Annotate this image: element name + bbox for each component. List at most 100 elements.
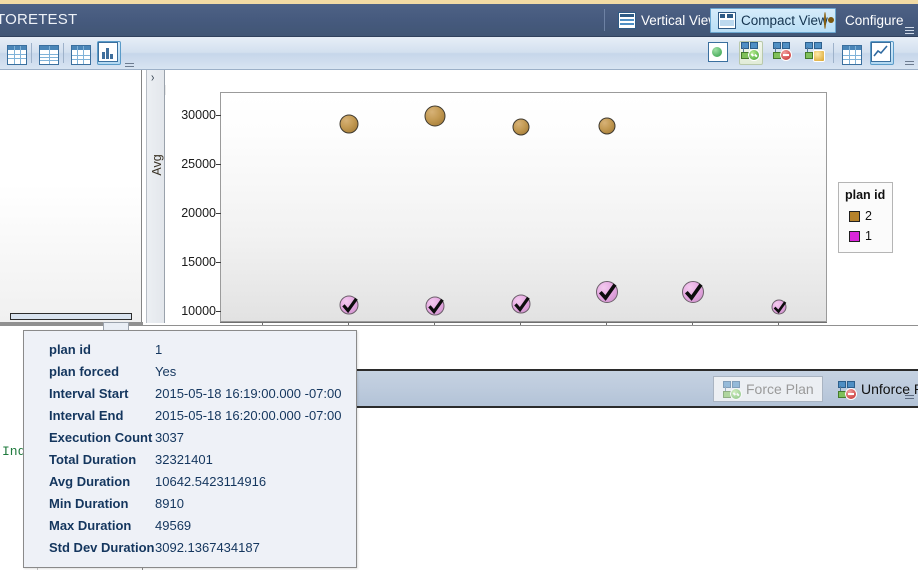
data-point-plan2[interactable] — [512, 118, 530, 136]
action-bar-top-divider — [143, 369, 918, 371]
data-point-plan1[interactable] — [682, 281, 704, 303]
compact-view-label: Compact View — [741, 13, 828, 28]
tooltip-value: 32321401 — [155, 452, 213, 467]
plan-toolbar: Plan Summary For Query 1 — [0, 37, 918, 98]
toolbar-separator-2 — [63, 43, 64, 63]
export-plan-button[interactable] — [707, 41, 731, 65]
titlebar-overflow-button[interactable] — [903, 12, 916, 34]
tooltip-key: plan forced — [49, 364, 120, 379]
data-point-plan2[interactable] — [424, 105, 446, 127]
chart-toggle-icon — [871, 42, 891, 62]
y-axis-title: Avg — [150, 154, 164, 176]
tooltip-key: Min Duration — [49, 496, 129, 511]
y-tick-label-10000: 10000 — [181, 304, 216, 318]
chart-axis-strip: › Avg — [146, 70, 165, 323]
left-panel-bottom-border — [0, 322, 143, 325]
legend-label-plan-2: 2 — [865, 209, 872, 223]
window-title-bar: TORETEST Vertical View Compact View Conf… — [0, 4, 918, 37]
tooltip-key: Interval End — [49, 408, 124, 423]
grid-view-button[interactable] — [35, 41, 59, 65]
legend-swatch-plan-2 — [849, 210, 860, 222]
data-point-plan1[interactable] — [511, 294, 531, 314]
tooltip-row: Std Dev Duration 3092.1367434187 — [24, 540, 358, 562]
tooltip-row: plan forced Yes — [24, 364, 358, 386]
tooltip-row: Interval Start 2015-05-18 16:19:00.000 -… — [24, 386, 358, 408]
data-point-plan1[interactable] — [425, 296, 445, 316]
grid-toggle-button[interactable] — [838, 41, 862, 65]
gear-icon — [824, 12, 840, 29]
export-plan-icon — [708, 42, 728, 62]
chart-view-icon — [98, 42, 118, 62]
query-list-panel — [0, 70, 142, 323]
tooltip-key: Interval Start — [49, 386, 129, 401]
tooltip-anchor-nub — [103, 322, 129, 332]
titlebar-separator — [604, 9, 605, 31]
unforce-plan-toolbar-button[interactable] — [771, 41, 795, 65]
table-view-button[interactable] — [67, 41, 91, 65]
data-point-plan2[interactable] — [598, 117, 616, 135]
toolbar-separator-1 — [31, 43, 32, 63]
expand-panel-chevron-icon[interactable]: › — [151, 71, 155, 86]
tooltip-value: 8910 — [155, 496, 184, 511]
force-plan-icon — [740, 42, 760, 61]
vertical-view-label: Vertical View — [641, 13, 719, 28]
toolbar-separator-3 — [833, 43, 834, 63]
legend-label-plan-1: 1 — [865, 229, 872, 243]
action-bar-overflow[interactable] — [903, 383, 915, 399]
force-plan-toolbar-button[interactable] — [739, 41, 763, 65]
force-plan-button[interactable]: Force Plan — [713, 376, 823, 402]
tooltip-key: Std Dev Duration — [49, 540, 155, 555]
tooltip-value: 3037 — [155, 430, 184, 445]
toolbar-overflow-left[interactable] — [123, 51, 135, 67]
panel-horizontal-scrollbar[interactable] — [10, 313, 132, 320]
toolbar-overflow-right[interactable] — [903, 49, 915, 65]
compact-view-button[interactable]: Compact View — [710, 8, 836, 33]
data-point-plan1[interactable] — [596, 281, 618, 303]
vertical-view-button[interactable]: Vertical View — [610, 8, 726, 33]
unforce-plan-label: Unforce Plan — [861, 381, 918, 397]
compare-plan-icon — [804, 42, 825, 62]
plan-details-tooltip: plan id 1 plan forced Yes Interval Start… — [23, 330, 357, 568]
tooltip-key: plan id — [49, 342, 91, 357]
y-tick-label-20000: 20000 — [181, 206, 216, 220]
legend-item-plan-2[interactable]: 2 — [849, 209, 872, 223]
chart-view-button[interactable] — [97, 41, 121, 65]
unforce-plan-icon — [772, 42, 792, 61]
unforce-plan-icon — [837, 380, 857, 400]
configure-button[interactable]: Configure — [816, 8, 912, 33]
chart-legend: plan id 2 1 — [838, 182, 893, 253]
tooltip-value: 1 — [155, 342, 163, 357]
tooltip-row: Avg Duration 10642.5423114916 — [24, 474, 358, 496]
tooltip-row: Min Duration 8910 — [24, 496, 358, 518]
legend-title: plan id — [845, 188, 886, 202]
tooltip-value: 2015-05-18 16:19:00.000 -07:00 — [155, 386, 342, 401]
unforce-plan-button[interactable]: Unforce Plan — [828, 376, 918, 402]
chart-plot-area[interactable]: 30000 25000 20000 15000 10000 — [181, 92, 827, 322]
tooltip-value: 49569 — [155, 518, 192, 533]
tooltip-row: Interval End 2015-05-18 16:20:00.000 -07… — [24, 408, 358, 430]
legend-swatch-plan-1 — [849, 230, 860, 242]
tooltip-row: Max Duration 49569 — [24, 518, 358, 540]
tooltip-value: 2015-05-18 16:20:00.000 -07:00 — [155, 408, 342, 423]
tooltip-key: Max Duration — [49, 518, 132, 533]
compare-plan-button[interactable] — [803, 41, 827, 65]
force-plan-icon — [722, 380, 742, 400]
data-point-plan1[interactable] — [771, 299, 787, 315]
refresh-grid-button[interactable] — [3, 41, 27, 65]
y-tick-label-15000: 15000 — [181, 255, 216, 269]
window-title: TORETEST — [0, 11, 78, 28]
y-tick-label-25000: 25000 — [181, 157, 216, 171]
configure-label: Configure — [845, 13, 904, 28]
data-point-plan2[interactable] — [339, 114, 359, 134]
legend-item-plan-1[interactable]: 1 — [849, 229, 872, 243]
refresh-grid-icon — [7, 45, 27, 65]
grid-view-icon — [39, 45, 59, 65]
chart-toggle-button[interactable] — [870, 41, 894, 65]
tooltip-key: Execution Count — [49, 430, 153, 445]
top-accent-strip — [0, 0, 918, 4]
data-point-plan1[interactable] — [339, 295, 359, 315]
compact-view-icon — [718, 12, 736, 29]
y-tick-label-30000: 30000 — [181, 108, 216, 122]
tooltip-row: Total Duration 32321401 — [24, 452, 358, 474]
